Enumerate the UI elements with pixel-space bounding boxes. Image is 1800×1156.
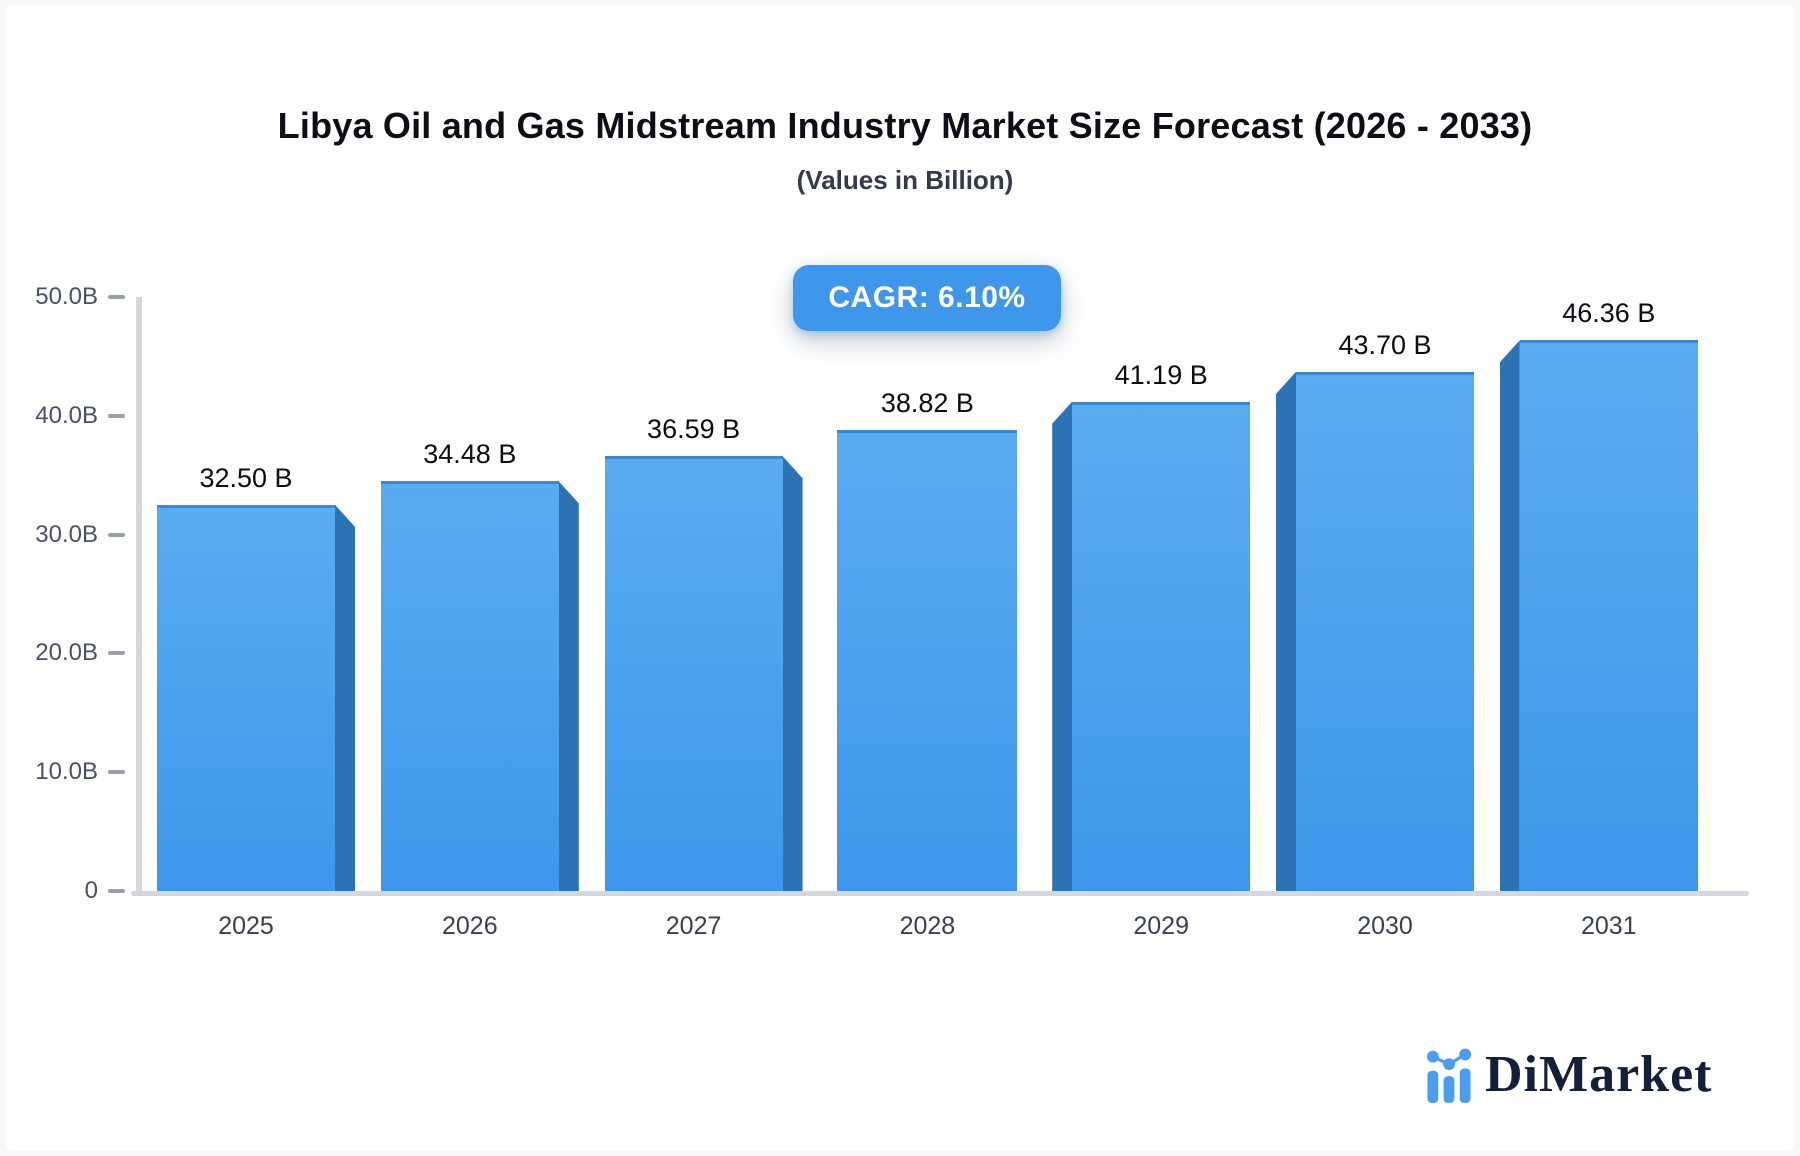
bar-2028: [837, 429, 1018, 891]
x-axis-label: 2030: [1357, 912, 1413, 940]
brand-logo: DiMarket: [1426, 1043, 1712, 1107]
y-tick-label: 30.0B: [35, 520, 98, 548]
bar-3d-side: [558, 481, 579, 891]
y-tick-label: 0: [84, 877, 98, 904]
bar-value-label: 36.59 B: [647, 414, 741, 445]
x-axis-baseline: [131, 891, 1749, 896]
bar-line-chart-icon: [1426, 1048, 1472, 1103]
bar-value-label: 41.19 B: [1114, 359, 1208, 390]
bar-value-label: 32.50 B: [199, 462, 293, 493]
chart-card: Libya Oil and Gas Midstream Industry Mar…: [5, 5, 1795, 1151]
x-axis-label: 2026: [441, 912, 498, 940]
bar-value-label: 38.82 B: [880, 387, 974, 418]
x-axis-label: 2027: [665, 912, 722, 940]
x-axis-label: 2029: [1133, 912, 1189, 940]
cagr-badge-label: CAGR: 6.10%: [828, 281, 1026, 314]
bar-2029: [1072, 401, 1251, 891]
chart-page: Libya Oil and Gas Midstream Industry Mar…: [5, 5, 1795, 1151]
y-tick-dash: [108, 770, 125, 775]
bar-value-label: 46.36 B: [1562, 298, 1656, 329]
bar-3d-side: [1499, 340, 1520, 891]
chart-title: Libya Oil and Gas Midstream Industry Mar…: [277, 105, 1533, 146]
bar-value-label: 43.70 B: [1338, 329, 1432, 360]
x-axis-label: 2031: [1580, 912, 1637, 940]
x-axis-label: 2028: [899, 912, 956, 940]
bar-2030: [1296, 371, 1474, 891]
bar-2026: [380, 481, 559, 891]
x-axis-label: 2025: [218, 912, 274, 940]
bar-3d-side: [335, 504, 355, 891]
y-tick-label: 10.0B: [35, 758, 98, 786]
cagr-badge: CAGR: 6.10%: [793, 265, 1061, 331]
y-tick-label: 40.0B: [35, 401, 98, 429]
y-axis-line: [136, 297, 142, 896]
bar-3d-side: [1052, 401, 1073, 891]
brand-logo-text: DiMarket: [1485, 1046, 1713, 1103]
bar-3d-side: [1276, 371, 1296, 891]
chart-subtitle: (Values in Billion): [796, 165, 1014, 195]
bar-2027: [604, 456, 783, 891]
bar-3d-side: [782, 456, 803, 891]
bar-2031: [1519, 340, 1698, 891]
y-tick-label: 20.0B: [35, 639, 98, 667]
y-tick-dash: [108, 889, 125, 893]
y-tick-dash: [108, 532, 125, 537]
y-tick-label: 50.0B: [35, 283, 98, 310]
y-tick-dash: [108, 295, 125, 299]
bar-value-label: 34.48 B: [423, 439, 517, 470]
y-tick-dash: [108, 413, 125, 418]
bar-2025: [157, 504, 335, 891]
y-tick-dash: [108, 651, 125, 656]
